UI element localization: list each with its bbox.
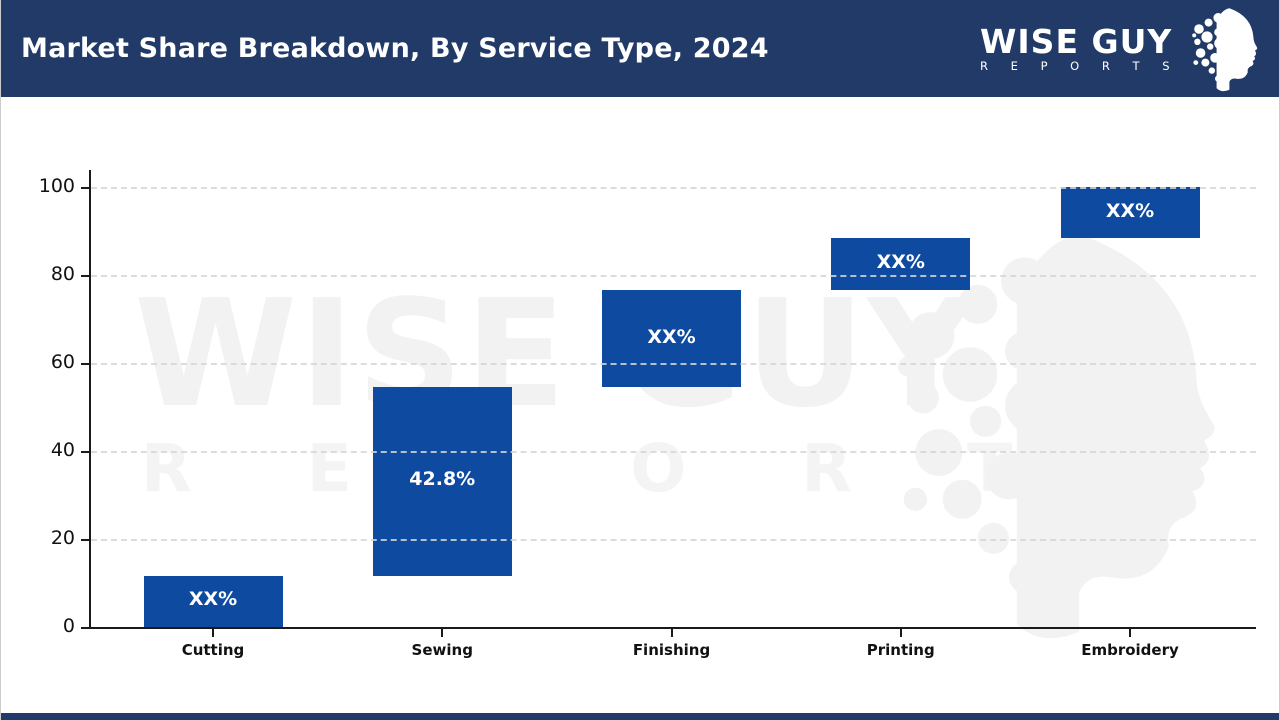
bar-value-label: XX% (1105, 199, 1155, 222)
gridline (91, 275, 1256, 277)
x-axis-tick (1129, 629, 1131, 637)
y-axis-tick (81, 539, 89, 541)
bar-segment (1060, 187, 1200, 239)
x-axis-category-label: Embroidery (1081, 641, 1179, 659)
bar-value-label: XX% (876, 251, 925, 274)
logo-wordmark: WISE GUY (980, 21, 1173, 61)
bar-value-label: XX% (647, 325, 696, 348)
bar-segment (372, 387, 512, 576)
gridline (91, 539, 1256, 541)
bar-segment (602, 290, 741, 388)
x-axis-category-label: Cutting (181, 641, 245, 659)
x-axis-tick (212, 629, 214, 637)
gridline (91, 187, 1256, 189)
y-axis-spine (89, 170, 91, 629)
x-axis-spine (89, 627, 1256, 629)
gridline (91, 451, 1256, 453)
bar-value-label: XX% (188, 588, 238, 611)
y-axis-tick-label: 40 (50, 439, 75, 461)
x-axis-tick (899, 629, 902, 637)
y-axis-tick (81, 275, 89, 277)
bar-segment (831, 238, 971, 291)
footer-bar (1, 713, 1279, 720)
x-axis-category-label: Printing (866, 641, 935, 659)
bar-segment (143, 575, 283, 627)
y-axis-tick (81, 363, 89, 365)
y-axis-tick-label: 80 (50, 263, 75, 285)
y-axis-tick-label: 60 (50, 351, 75, 373)
y-axis-tick-label: 0 (62, 615, 75, 637)
watermark-text-wiseguy: WISE GUY (134, 268, 977, 440)
x-axis-category-label: Sewing (411, 641, 473, 659)
watermark-head-icon (897, 234, 1215, 639)
y-axis-tick-label: 20 (50, 527, 75, 549)
page-title: Market Share Breakdown, By Service Type,… (21, 33, 769, 64)
brand-logo: WISE GUY R E P O R T S (980, 5, 1267, 93)
logo-head-icon (1192, 7, 1258, 91)
y-axis-tick (81, 187, 89, 189)
gridline (91, 363, 1256, 365)
header-bar: Market Share Breakdown, By Service Type,… (1, 0, 1279, 97)
y-axis-tick (81, 451, 89, 453)
y-axis-tick (81, 627, 89, 629)
logo-subtext: R E P O R T S (980, 58, 1179, 73)
x-axis-tick (441, 629, 444, 637)
y-axis-tick-label: 100 (38, 175, 75, 197)
x-axis-tick (670, 629, 673, 637)
bar-value-label: 42.8% (409, 468, 476, 491)
x-axis-category-label: Finishing (632, 641, 711, 659)
